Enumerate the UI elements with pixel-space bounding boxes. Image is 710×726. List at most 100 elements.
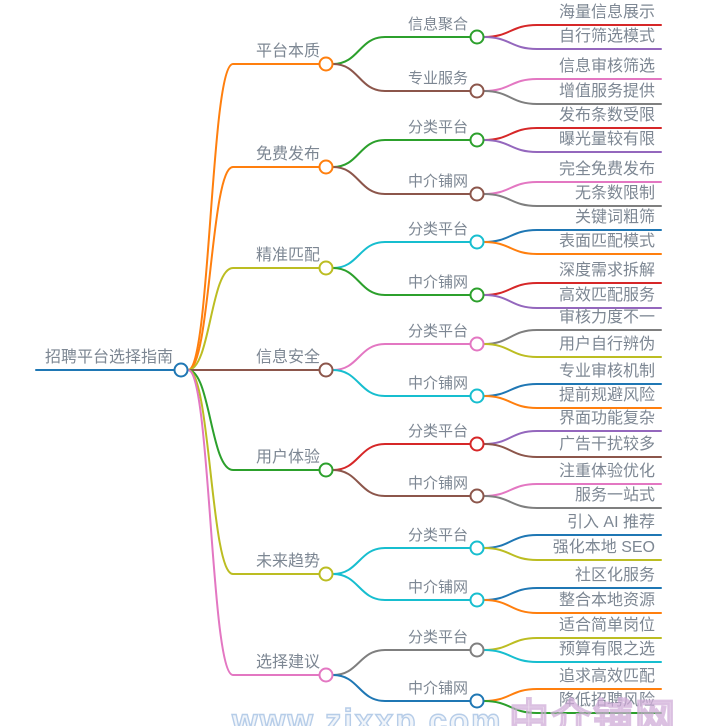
- leaf-label: 用户自行辨伪: [558, 336, 655, 353]
- branch-label: 用户体验: [255, 449, 320, 466]
- branch-node-circle[interactable]: [318, 462, 334, 478]
- subtopic-label: 分类平台: [407, 119, 468, 136]
- subtopic-node-circle[interactable]: [469, 186, 485, 202]
- subtopic-node-circle[interactable]: [469, 436, 485, 452]
- subtopic-node-circle[interactable]: [469, 488, 485, 504]
- branch-node-circle[interactable]: [318, 566, 334, 582]
- subtopic-link-line: [332, 166, 471, 195]
- leaf-label: 关键词粗筛: [574, 209, 655, 226]
- leaf-label: 注重体验优化: [558, 463, 655, 480]
- branch-node-circle[interactable]: [318, 159, 334, 175]
- leaf-label: 自行筛选模式: [558, 28, 655, 45]
- subtopic-link-line: [332, 241, 471, 269]
- subtopic-label: 分类平台: [407, 423, 468, 440]
- leaf-label: 强化本地 SEO: [552, 539, 655, 556]
- subtopic-node-circle[interactable]: [469, 132, 485, 148]
- subtopic-link-line: [332, 573, 471, 601]
- leaf-label: 表面匹配模式: [558, 233, 655, 250]
- branch-label: 信息安全: [255, 349, 320, 366]
- subtopic-label: 中介铺网: [407, 274, 468, 291]
- subtopic-link-line: [332, 343, 471, 371]
- leaf-label: 广告干扰较多: [558, 436, 655, 453]
- branch-node-circle[interactable]: [318, 56, 334, 72]
- branch-node-circle[interactable]: [318, 667, 334, 683]
- subtopic-node-circle[interactable]: [469, 592, 485, 608]
- subtopic-label: 中介铺网: [407, 680, 468, 697]
- subtopic-link-line: [332, 649, 471, 676]
- leaf-label: 审核力度不一: [558, 309, 655, 326]
- leaf-link-line: [483, 193, 662, 207]
- subtopic-link-line: [332, 547, 471, 575]
- subtopic-node-circle[interactable]: [469, 642, 485, 658]
- branch-node-circle[interactable]: [318, 260, 334, 276]
- subtopic-label: 信息聚合: [407, 16, 468, 33]
- branch-label: 精准匹配: [255, 247, 320, 264]
- leaf-label: 提前规避风险: [558, 387, 655, 404]
- subtopic-label: 分类平台: [407, 629, 468, 646]
- root-node-circle[interactable]: [173, 362, 189, 378]
- branch-link-line: [187, 369, 320, 676]
- leaf-label: 信息审核筛选: [558, 58, 655, 75]
- subtopic-node-circle[interactable]: [469, 287, 485, 303]
- branch-link-line: [187, 267, 320, 371]
- leaf-link-line: [483, 395, 662, 409]
- leaf-label: 深度需求拆解: [558, 262, 655, 279]
- leaf-label: 适合简单岗位: [558, 617, 655, 634]
- leaf-link-line: [483, 139, 662, 153]
- leaf-link-line: [483, 90, 662, 105]
- subtopic-node-circle[interactable]: [469, 234, 485, 250]
- leaf-label: 降低招聘风险: [558, 692, 655, 709]
- leaf-label: 海量信息展示: [558, 4, 655, 21]
- root-node-label: 招聘平台选择指南: [44, 349, 173, 366]
- leaf-label: 完全免费发布: [558, 161, 655, 178]
- branch-link-line: [187, 63, 320, 371]
- subtopic-label: 专业服务: [407, 70, 468, 87]
- leaf-label: 整合本地资源: [558, 592, 655, 609]
- subtopic-node-circle[interactable]: [469, 388, 485, 404]
- leaf-label: 追求高效匹配: [558, 668, 655, 685]
- leaf-link-line: [483, 294, 662, 309]
- branch-label: 平台本质: [255, 43, 320, 60]
- branch-link-line: [187, 369, 320, 471]
- branch-label: 选择建议: [255, 654, 320, 671]
- subtopic-label: 分类平台: [407, 221, 468, 238]
- subtopic-link-line: [332, 674, 471, 702]
- subtopic-node-circle[interactable]: [469, 693, 485, 709]
- subtopic-label: 中介铺网: [407, 475, 468, 492]
- subtopic-label: 中介铺网: [407, 173, 468, 190]
- leaf-label: 预算有限之选: [558, 641, 655, 658]
- leaf-link-line: [483, 599, 662, 614]
- subtopic-link-line: [332, 267, 471, 296]
- subtopic-label: 分类平台: [407, 527, 468, 544]
- leaf-label: 发布条数受限: [558, 107, 655, 124]
- branch-label: 免费发布: [255, 146, 320, 163]
- leaf-label: 引入 AI 推荐: [566, 514, 655, 531]
- subtopic-label: 分类平台: [407, 323, 468, 340]
- branch-node-circle[interactable]: [318, 362, 334, 378]
- leaf-link-line: [483, 443, 662, 458]
- subtopic-node-circle[interactable]: [469, 540, 485, 556]
- leaf-label: 服务一站式: [574, 487, 655, 504]
- subtopic-node-circle[interactable]: [469, 83, 485, 99]
- subtopic-node-circle[interactable]: [469, 29, 485, 45]
- leaf-link-line: [483, 343, 662, 358]
- subtopic-link-line: [332, 469, 471, 497]
- leaf-link-line: [483, 700, 662, 714]
- subtopic-link-line: [332, 36, 471, 65]
- subtopic-label: 中介铺网: [407, 375, 468, 392]
- leaf-link-line: [483, 495, 662, 509]
- branch-link-line: [187, 166, 320, 371]
- leaf-link-line: [483, 649, 662, 663]
- subtopic-label: 中介铺网: [407, 579, 468, 596]
- leaf-label: 界面功能复杂: [558, 410, 655, 427]
- leaf-link-line: [483, 36, 662, 50]
- subtopic-node-circle[interactable]: [469, 336, 485, 352]
- branch-link-line: [187, 369, 320, 575]
- leaf-label: 无条数限制: [574, 185, 655, 202]
- subtopic-link-line: [332, 139, 471, 168]
- leaf-label: 高效匹配服务: [558, 287, 655, 304]
- leaf-link-line: [483, 241, 662, 255]
- leaf-label: 专业审核机制: [558, 363, 655, 380]
